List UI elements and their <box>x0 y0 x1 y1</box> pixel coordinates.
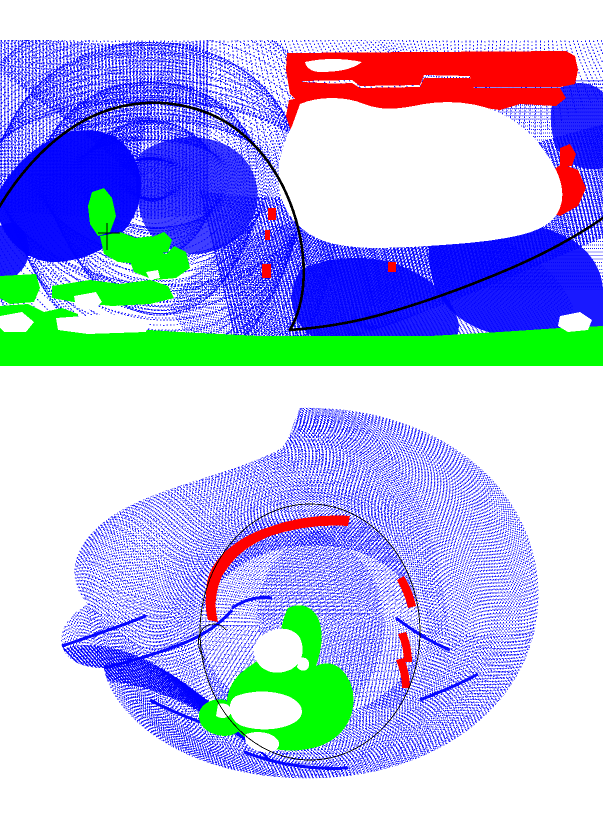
top-zero-contour-curve <box>0 101 603 332</box>
top-white-interior <box>278 59 563 248</box>
bottom-dense-blue-ridges <box>61 596 479 770</box>
equirectangular-map-panel <box>0 40 603 366</box>
bottom-region-low-green <box>198 605 354 753</box>
top-panel-content <box>0 40 603 366</box>
perspective-globe-panel <box>0 400 603 800</box>
crosshair-marker <box>98 223 120 250</box>
bottom-inner-arc <box>198 623 227 661</box>
top-dense-blue-regions <box>0 83 603 356</box>
bottom-sphere-outline <box>199 503 421 761</box>
top-region-low-green <box>0 188 603 366</box>
bottom-red-limb-arcs <box>205 515 416 688</box>
bottom-panel-content <box>0 400 603 800</box>
